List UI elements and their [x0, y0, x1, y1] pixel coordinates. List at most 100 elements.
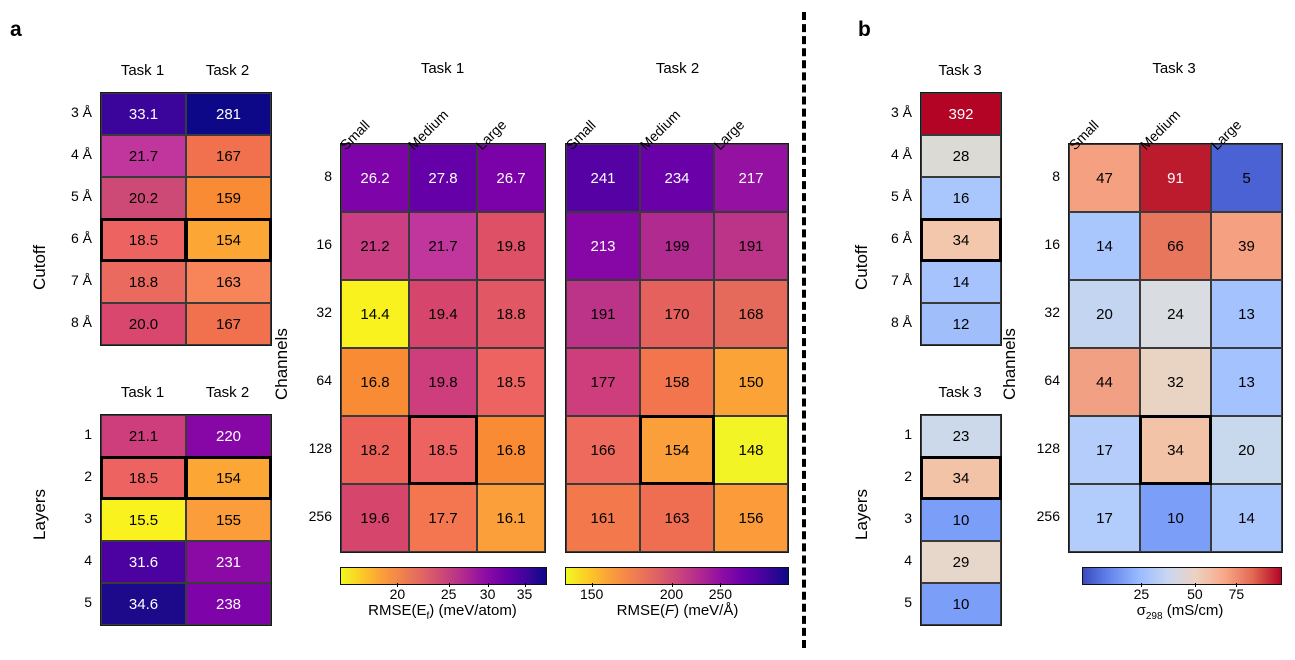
row-label: 8 Å [70, 314, 92, 330]
heatmap-cell: 19.8 [409, 348, 477, 416]
heatmap-cell: 167 [186, 303, 271, 345]
panel-divider [802, 12, 806, 648]
cell-value: 27.8 [428, 169, 458, 187]
heatmap-cell: 163 [640, 484, 714, 552]
heatmap-cell: 18.5 [477, 348, 545, 416]
cell-value: 33.1 [128, 105, 159, 123]
colorbar-conductivity [1082, 567, 1282, 585]
heatmap-cell: 392 [921, 93, 1001, 135]
cell-value: 10 [952, 595, 970, 613]
cell-value: 32 [1167, 373, 1184, 391]
cell-value: 18.5 [496, 373, 526, 391]
cell-value: 34 [1167, 441, 1184, 459]
heatmap-cell: 161 [566, 484, 640, 552]
heatmap-cell: 32 [1140, 348, 1211, 416]
cell-value: 91 [1167, 169, 1184, 187]
heatmap-cell: 170 [640, 280, 714, 348]
heatmap-cell: 15.5 [101, 499, 186, 541]
heatmap-cell: 24 [1140, 280, 1211, 348]
heatmap-cell: 39 [1211, 212, 1282, 280]
row-label: 1 [904, 426, 912, 442]
row-label: 5 [84, 594, 92, 610]
heatmap-panel-a-layers: 21.1 220 18.5 154 15.5 155 31.6 231 34.6 238 [100, 414, 272, 626]
cell-value: 13 [1238, 305, 1255, 323]
row-label: 3 [84, 510, 92, 526]
cell-value: 21.1 [128, 427, 159, 445]
cell-value: 392 [948, 105, 974, 123]
heatmap-cell: 150 [714, 348, 788, 416]
heatmap-cell: 238 [186, 583, 271, 625]
heatmap-panel-a-cutoff: 33.1 281 21.7 167 20.2 159 18.5 154 18.8 163 20.0 1… [100, 92, 272, 346]
heatmap-cell: 154 [639, 415, 715, 485]
heatmap-cell: 20 [1069, 280, 1140, 348]
cell-value: 16.8 [496, 441, 526, 459]
heatmap-cell: 159 [186, 177, 271, 219]
heatmap-cell: 31.6 [101, 541, 186, 583]
cell-value: 18.8 [496, 305, 526, 323]
cell-value: 154 [215, 231, 242, 249]
title-b-cutoff: Task 3 [938, 62, 982, 79]
heatmap-cell: 28 [921, 135, 1001, 177]
heatmap-cell: 14.4 [341, 280, 409, 348]
row-label: 7 Å [890, 272, 912, 288]
cell-value: 23 [952, 427, 970, 445]
row-label: 4 Å [70, 146, 92, 162]
cell-value: 66 [1167, 237, 1184, 255]
heatmap-cell: 12 [921, 303, 1001, 345]
heatmap-cell: 19.6 [341, 484, 409, 552]
cell-value: 20 [1238, 441, 1255, 459]
heatmap-cell: 154 [185, 456, 272, 500]
colorbar-tickmark [591, 583, 593, 587]
cell-value: 191 [590, 305, 616, 323]
cell-value: 21.7 [128, 147, 159, 165]
cell-value: 217 [738, 169, 764, 187]
colorbar-tick: 50 [1187, 586, 1203, 602]
cell-value: 281 [215, 105, 242, 123]
cell-value: 34 [952, 231, 970, 249]
heatmap-cell: 16.8 [341, 348, 409, 416]
cell-value: 18.5 [428, 441, 458, 459]
cell-value: 213 [590, 237, 616, 255]
panel-a-letter: a [10, 18, 22, 41]
colorbar-tick: 20 [389, 586, 406, 602]
heatmap-cell: 33.1 [101, 93, 186, 135]
heatmap-panel-a-channels-task1: 26.2 27.8 26.7 21.2 21.7 19.8 14.4 19.4 18.8 16.8… [340, 143, 546, 553]
heatmap-cell: 18.8 [477, 280, 545, 348]
heatmap-cell: 19.4 [409, 280, 477, 348]
heatmap-cell: 23 [921, 415, 1001, 457]
cell-value: 191 [738, 237, 764, 255]
heatmap-cell: 29 [921, 541, 1001, 583]
row-label: 256 [1036, 508, 1060, 524]
heatmap-cell: 156 [714, 484, 788, 552]
title-channels-task1: Task 1 [420, 60, 465, 77]
colorbar-energy [340, 567, 547, 585]
cell-value: 167 [215, 315, 242, 333]
colorbar-force-label: RMSE(F) (meV/Å) [616, 602, 739, 619]
heatmap-cell: 21.7 [101, 135, 186, 177]
heatmap-cell: 241 [566, 144, 640, 212]
row-label: 2 [84, 468, 92, 484]
cell-value: 18.5 [128, 469, 159, 487]
cell-value: 15.5 [128, 511, 159, 529]
cell-value: 155 [215, 511, 242, 529]
cell-value: 19.6 [360, 509, 390, 527]
heatmap-cell: 213 [566, 212, 640, 280]
cell-value: 154 [215, 469, 242, 487]
row-label: 1 [84, 426, 92, 442]
heatmap-cell: 91 [1140, 144, 1211, 212]
heatmap-cell: 21.2 [341, 212, 409, 280]
cell-value: 220 [215, 427, 242, 445]
heatmap-cell: 154 [185, 218, 272, 262]
colorbar-tickmark [1194, 583, 1196, 587]
cell-value: 24 [1167, 305, 1184, 323]
heatmap-cell: 16.1 [477, 484, 545, 552]
heatmap-cell: 34.6 [101, 583, 186, 625]
row-label: 128 [308, 440, 332, 456]
cell-value: 18.2 [360, 441, 390, 459]
heatmap-cell: 217 [714, 144, 788, 212]
layers-col-header-task2: Task 2 [205, 384, 250, 401]
heatmap-cell: 34 [920, 456, 1002, 500]
row-label: 32 [316, 304, 332, 320]
row-label: 64 [1044, 372, 1060, 388]
heatmap-cell: 18.5 [100, 456, 187, 500]
